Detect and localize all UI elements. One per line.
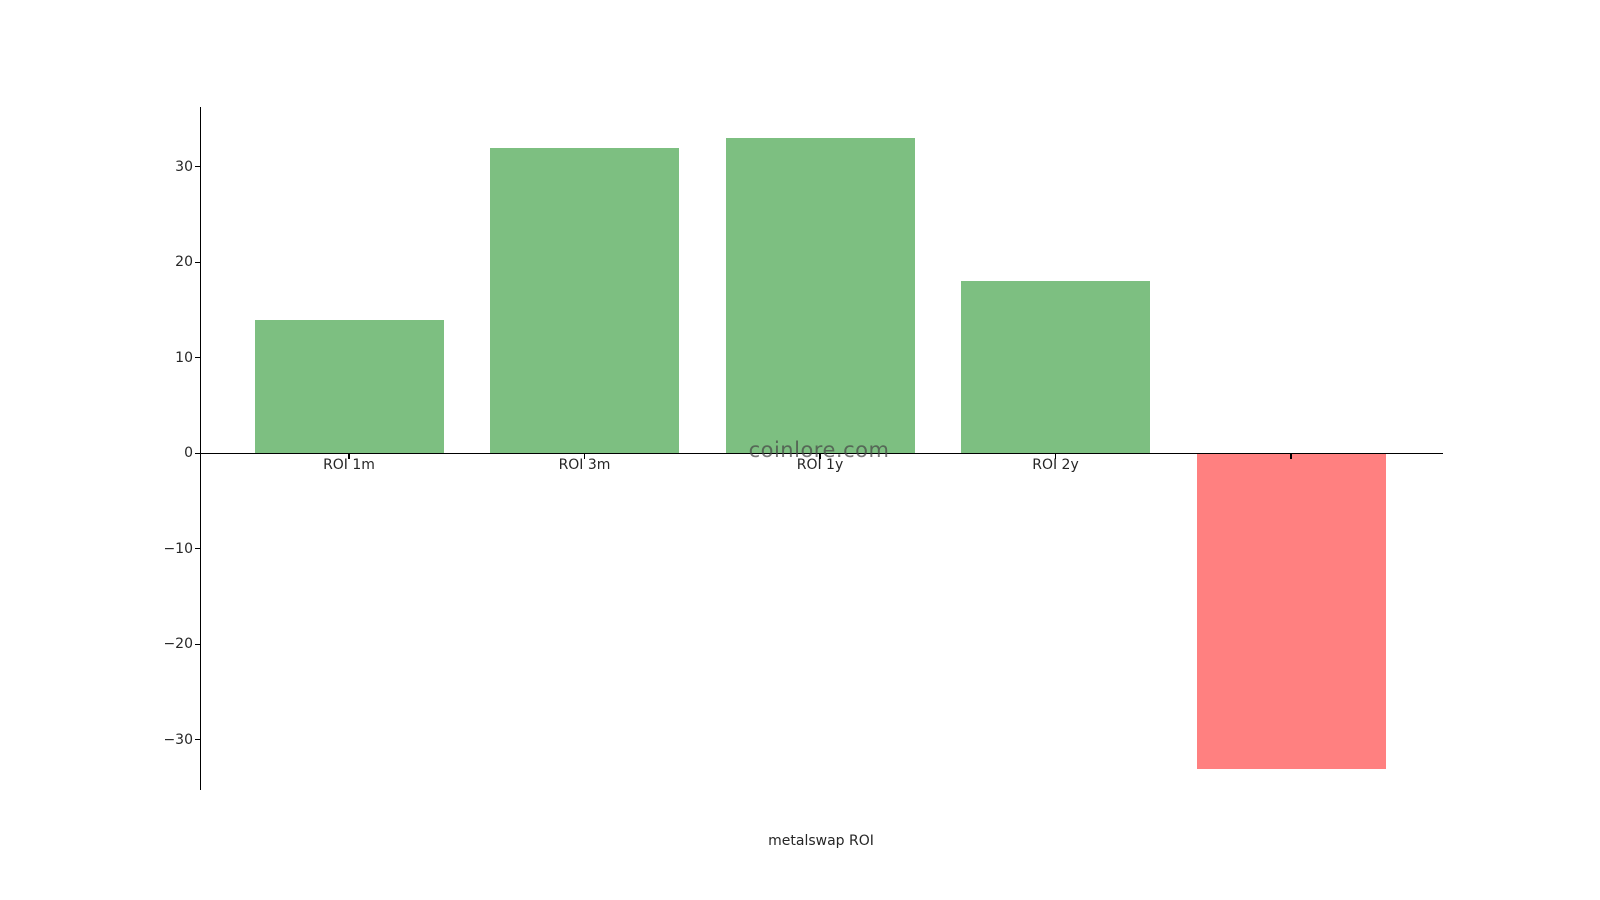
- bar-roi-neg-4: [1196, 454, 1386, 770]
- y-tick: [195, 357, 200, 359]
- x-tick-label: ROI 1m: [323, 457, 375, 474]
- chart-xlabel: metalswap ROI: [768, 833, 874, 849]
- y-tick: [195, 643, 200, 645]
- x-tick-label: ROI 2y: [1032, 457, 1079, 474]
- x-tick-label: ROI 1y: [796, 457, 844, 474]
- y-tick-label: 20: [175, 254, 193, 271]
- y-tick: [195, 166, 200, 168]
- x-tick: [1054, 454, 1057, 459]
- x-tick-label: ROI 3m: [558, 457, 611, 474]
- y-tick-label: −10: [163, 540, 193, 557]
- y-tick: [195, 452, 200, 454]
- y-axis-line: [199, 107, 201, 790]
- x-tick: [1290, 454, 1292, 459]
- y-tick: [195, 548, 200, 550]
- y-tick-label: 0: [184, 445, 193, 462]
- y-tick: [195, 739, 200, 741]
- y-tick: [195, 261, 200, 263]
- bar-roi-3m: [490, 147, 679, 454]
- bar-roi-2y: [961, 281, 1150, 454]
- bar-roi-1y: [725, 138, 915, 454]
- y-tick-label: 10: [175, 349, 193, 366]
- x-tick: [819, 454, 821, 459]
- watermark-text: coinlore.com: [748, 438, 890, 462]
- x-axis-zero-line: [200, 452, 1443, 454]
- y-tick-label: −30: [163, 731, 193, 748]
- bar-roi-1m: [254, 319, 444, 454]
- x-tick: [348, 454, 350, 459]
- y-tick-label: 30: [175, 158, 193, 175]
- y-tick-label: −20: [163, 636, 193, 653]
- x-tick: [583, 454, 586, 459]
